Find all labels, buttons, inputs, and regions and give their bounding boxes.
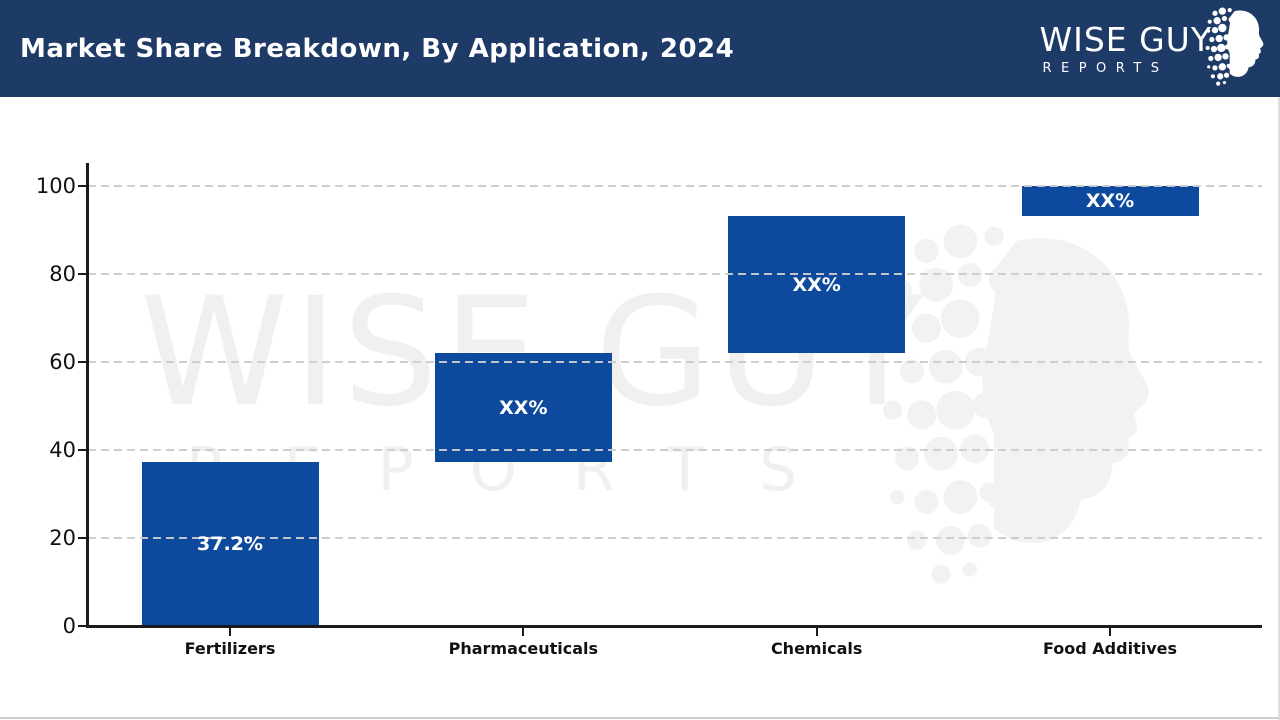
bar-food-additives (1021, 186, 1199, 216)
category-label-fertilizers: Fertilizers (184, 639, 276, 658)
logo-wiseguy-text: WISE GUY (1039, 20, 1212, 59)
ytick-label-100: 100 (35, 174, 76, 198)
ytick-label-60: 60 (49, 350, 76, 374)
xtick-fertilizers (229, 627, 231, 636)
page-title: Market Share Breakdown, By Application, … (20, 33, 735, 64)
xtick-pharmaceuticals (522, 627, 525, 636)
bar-pharmaceuticals (434, 353, 612, 463)
category-label-pharmaceuticals: Pharmaceuticals (448, 639, 599, 658)
ytick-mark-60 (78, 361, 86, 363)
logo-reports-text: REPORTS (1042, 61, 1169, 76)
gridline-40 (88, 449, 1262, 451)
head-profile-icon (1205, 7, 1264, 86)
bar-label-chemicals: XX% (792, 273, 841, 296)
category-label-chemicals: Chemicals (770, 639, 863, 658)
bar-label-pharmaceuticals: XX% (499, 396, 548, 419)
ytick-mark-40 (78, 449, 86, 451)
waterfall-chart: 37.2% XX% XX% XX% 0 20 40 60 80 100 Fertilizers Pha… (0, 97, 1280, 720)
logo-text: WISE GUY REPORTS (1039, 20, 1212, 77)
right-border-line (1278, 97, 1280, 720)
ytick-mark-100 (78, 185, 86, 187)
ytick-label-80: 80 (49, 262, 76, 286)
ytick-label-0: 0 (62, 614, 76, 638)
xtick-chemicals (815, 627, 818, 636)
bar-fertilizers (141, 462, 319, 626)
header-bar: Market Share Breakdown, By Application, … (0, 0, 1280, 97)
ytick-label-20: 20 (49, 526, 76, 550)
xtick-food-additives (1109, 627, 1111, 636)
ytick-mark-80 (78, 273, 86, 275)
ytick-label-40: 40 (49, 438, 76, 462)
gridline-20 (88, 537, 1262, 539)
wise-guy-reports-logo: WISE GUY REPORTS (1039, 6, 1268, 92)
watermark-head-profile-icon (883, 224, 1149, 584)
bar-label-fertilizers: 37.2% (197, 533, 263, 556)
x-axis-spine (86, 625, 1262, 628)
ytick-mark-0 (78, 625, 86, 627)
category-label-food-additives: Food Additives (1043, 639, 1177, 658)
bar-label-food-additives: XX% (1085, 189, 1135, 212)
bar-chemicals (728, 215, 906, 354)
gridline-80 (88, 273, 1262, 275)
ytick-mark-20 (78, 537, 86, 539)
bottom-border-line (0, 717, 1280, 719)
gridline-100 (88, 185, 1262, 187)
y-axis-spine (86, 163, 89, 628)
gridline-60 (88, 361, 1262, 363)
